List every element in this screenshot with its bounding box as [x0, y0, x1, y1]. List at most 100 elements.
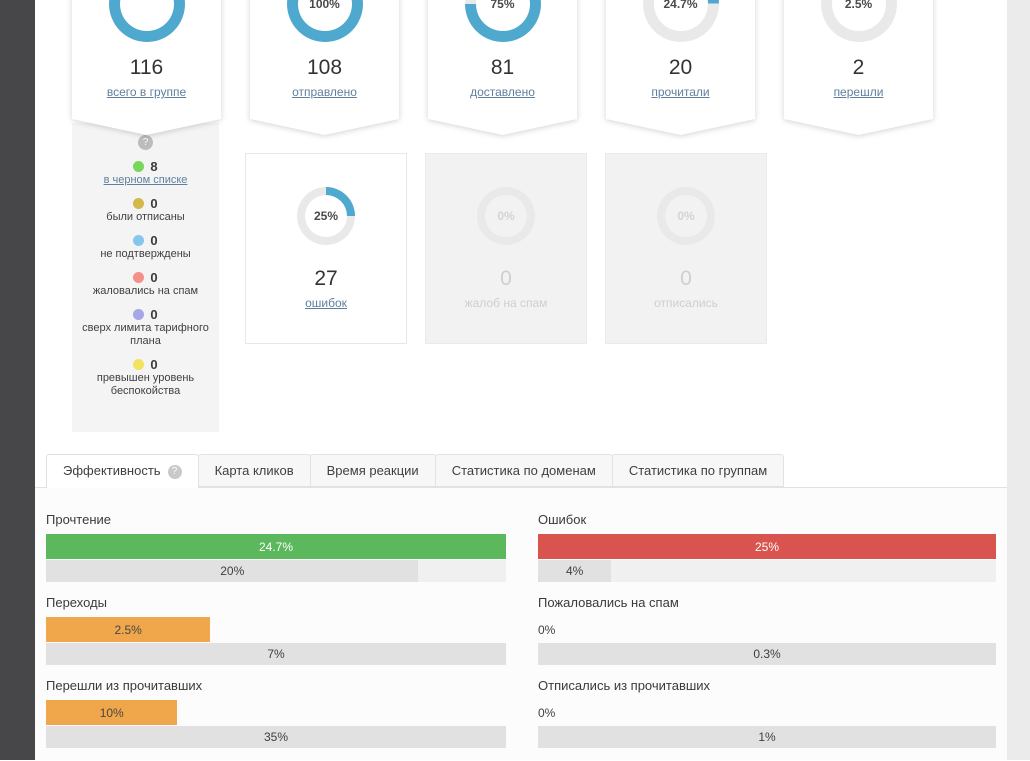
- comparison-bar-label: 0.3%: [753, 647, 781, 661]
- legend-dot-icon: [133, 272, 145, 283]
- stat-card: 0% 0 отписались: [605, 153, 767, 344]
- breakdown-label: сверх лимита тарифного плана: [82, 322, 209, 347]
- breakdown-value: 8: [150, 159, 158, 174]
- tab[interactable]: Статистика по группам: [611, 454, 785, 487]
- comparison-bar: 7%: [46, 643, 506, 665]
- tab-label: Карта кликов: [214, 463, 294, 478]
- metric-bar: 0%: [538, 700, 996, 725]
- breakdown-value: 0: [150, 233, 158, 248]
- summary-cards-row: 116 всего в группе 100% 108 отправлено 75% 81 д…: [72, 0, 933, 135]
- comparison-bar-label: 35%: [263, 730, 289, 744]
- breakdown-label: превышен уровень беспокойства: [96, 372, 195, 397]
- breakdown-item: 0 превышен уровень беспокойства: [72, 357, 219, 398]
- stats-tabs: Эффективность? Карта кликов Время реакции С…: [46, 454, 785, 488]
- card-metric-link[interactable]: отправлено: [292, 85, 357, 99]
- card-value: 116: [129, 56, 164, 79]
- summary-card: 2.5% 2 перешли: [784, 0, 933, 135]
- donut-chart: 24.7%: [643, 0, 719, 42]
- donut-chart: [109, 0, 185, 42]
- legend-dot-icon: [133, 161, 145, 172]
- tab[interactable]: Карта кликов: [197, 454, 311, 487]
- breakdown-value: 0: [150, 307, 158, 322]
- tabs-divider: [35, 487, 1007, 488]
- summary-card: 75% 81 доставлено: [428, 0, 577, 135]
- metric-bar: 25%: [538, 534, 996, 559]
- comparison-bar-fill: 7%: [46, 643, 506, 665]
- metric-bar-fill: 2.5%: [46, 617, 211, 642]
- tab-label: Время реакции: [326, 463, 419, 478]
- breakdown-label: не подтверждены: [100, 248, 191, 260]
- card-value: 27: [314, 267, 338, 290]
- donut-chart: 25%: [297, 187, 355, 245]
- metric-title: Переходы: [46, 595, 107, 610]
- breakdown-label[interactable]: в черном списке: [103, 174, 188, 186]
- card-value: 2: [852, 56, 865, 79]
- card-metric-link[interactable]: прочитали: [651, 85, 710, 99]
- metric-bar-fill: 24.7%: [46, 534, 506, 559]
- comparison-bar-label: 1%: [758, 730, 776, 744]
- donut-chart: 100%: [287, 0, 363, 42]
- legend-dot-icon: [133, 198, 145, 209]
- help-icon[interactable]: ?: [138, 135, 153, 150]
- breakdown-label: были отписаны: [106, 211, 185, 223]
- right-gutter: [1007, 0, 1030, 760]
- summary-card: 24.7% 20 прочитали: [606, 0, 755, 135]
- stat-card: 0% 0 жалоб на спам: [425, 153, 587, 344]
- metric-title: Отписались из прочитавших: [538, 678, 711, 693]
- card-metric-link[interactable]: доставлено: [470, 85, 535, 99]
- metric-bar-label: 10%: [99, 705, 124, 720]
- card-value: 0: [500, 267, 512, 290]
- donut-percent-label: 75%: [490, 0, 515, 11]
- card-metric-link[interactable]: ошибок: [305, 296, 347, 310]
- donut-percent-label: 25%: [313, 209, 339, 223]
- comparison-bar-fill: 4%: [538, 560, 612, 582]
- card-value: 0: [680, 267, 692, 290]
- donut-percent-label: 2.5%: [844, 0, 873, 11]
- metric-bar: 0%: [538, 617, 996, 642]
- comparison-bar-label: 7%: [267, 647, 285, 661]
- donut-chart: 75%: [465, 0, 541, 42]
- metric-bar-fill: 10%: [46, 700, 178, 725]
- metric-bar-label: 24.7%: [258, 539, 294, 554]
- breakdown-value: 0: [150, 270, 158, 285]
- legend-dot-icon: [133, 309, 145, 320]
- metric-title: Перешли из прочитавших: [46, 678, 203, 693]
- card-metric-link: жалоб на спам: [464, 296, 548, 310]
- breakdown-item: 0 не подтверждены: [72, 233, 219, 261]
- metric-bar-fill: 0%: [538, 617, 996, 642]
- metric-bar-fill: 25%: [538, 534, 996, 559]
- tab[interactable]: Эффективность?: [46, 454, 199, 488]
- comparison-bar-fill: 0.3%: [538, 643, 996, 665]
- donut-chart: 0%: [657, 187, 715, 245]
- secondary-cards-row: 25% 27 ошибок 0% 0 жалоб на спам 0% 0 отписались: [245, 153, 767, 344]
- card-value: 20: [668, 56, 693, 79]
- comparison-bar-fill: 20%: [46, 560, 419, 582]
- card-value: 108: [306, 56, 343, 79]
- metric-block: Перешли из прочитавших 10% 35%: [46, 678, 506, 748]
- card-metric-link[interactable]: перешли: [833, 85, 884, 99]
- metric-title: Ошибок: [538, 512, 587, 527]
- metrics-column-left: Прочтение 24.7% 20% Переходы 2.5% 7% Перешли и…: [46, 512, 506, 761]
- metric-bar-fill: 0%: [538, 700, 996, 725]
- card-metric-link[interactable]: всего в группе: [106, 85, 187, 99]
- metric-bar: 10%: [46, 700, 506, 725]
- tab-label: Статистика по доменам: [451, 463, 596, 478]
- tab[interactable]: Статистика по доменам: [434, 454, 613, 487]
- summary-card: 116 всего в группе: [72, 0, 221, 135]
- card-value: 81: [490, 56, 515, 79]
- comparison-bar-label: 4%: [565, 564, 584, 578]
- breakdown-item: 0 были отписаны: [72, 196, 219, 224]
- metric-bar-label: 25%: [754, 539, 780, 554]
- donut-chart: 0%: [477, 187, 535, 245]
- breakdown-value: 0: [150, 357, 158, 372]
- breakdown-label: жаловались на спам: [92, 285, 199, 297]
- comparison-bar: 4%: [538, 560, 996, 582]
- tab[interactable]: Время реакции: [309, 454, 436, 487]
- left-dark-strip: [0, 0, 35, 760]
- stat-card: 25% 27 ошибок: [245, 153, 407, 344]
- donut-percent-label: [109, 0, 185, 42]
- metric-block: Ошибок 25% 4%: [538, 512, 996, 582]
- summary-card: 100% 108 отправлено: [250, 0, 399, 135]
